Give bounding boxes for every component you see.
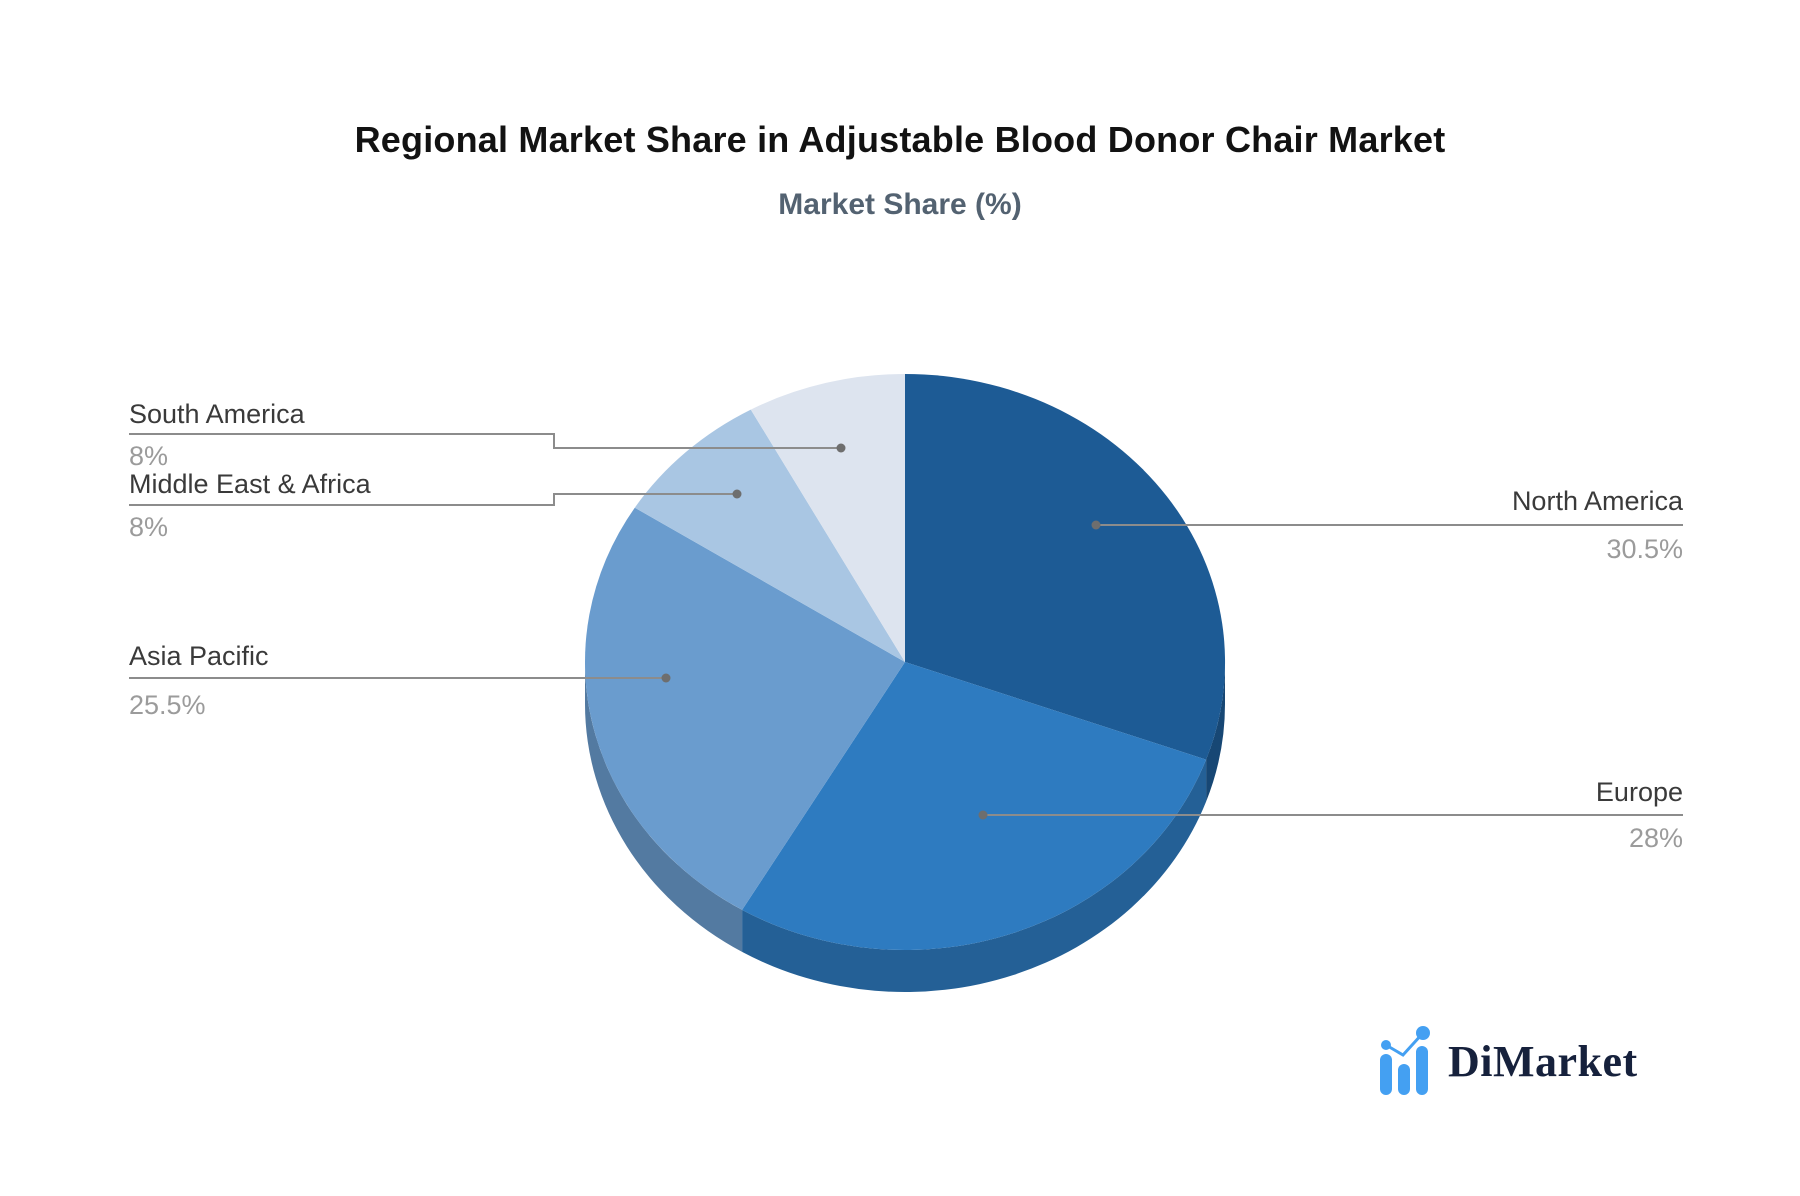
slice-value-asia-pacific: 25.5% [129, 690, 206, 720]
pie-slice-south-america [750, 374, 905, 662]
slice-label-north-america: North America [1511, 486, 1683, 516]
pie-slice-asia-pacific [584, 507, 905, 910]
bar-chart-with-trend-dots-icon [1380, 1026, 1430, 1095]
pie-slice-north-america [905, 373, 1226, 760]
chart-subtitle: Market Share (%) [778, 188, 1022, 221]
logo: DiMarket [1378, 1024, 1638, 1098]
pie-slice-middle-east-africa [634, 409, 905, 662]
slice-value-middle-east-africa: 8% [129, 512, 169, 542]
slice-label-europe: Europe [1595, 777, 1683, 807]
slice-label-asia-pacific: Asia Pacific [129, 641, 269, 671]
leader-line-south-america [129, 433, 841, 449]
logo-text: DiMarket [1448, 1036, 1638, 1086]
leader-dot-asia-pacific [661, 673, 671, 683]
leader-dot-north-america [1091, 520, 1101, 530]
pie-side-europe [742, 759, 1207, 993]
chart-title: Regional Market Share in Adjustable Bloo… [354, 119, 1446, 160]
pie-side-asia-pacific [584, 662, 743, 952]
leader-dot-south-america [836, 443, 846, 453]
slice-value-north-america: 30.5% [1606, 534, 1683, 564]
pie-side-north-america [1206, 662, 1225, 802]
slice-value-europe: 28% [1628, 823, 1683, 853]
leader-dot-middle-east-africa [732, 489, 742, 499]
leader-line-middle-east-africa [129, 493, 737, 506]
slice-value-south-america: 8% [129, 441, 169, 471]
leader-dot-europe [978, 810, 988, 820]
pie-slice-europe [742, 662, 1207, 951]
slice-label-south-america: South America [129, 399, 305, 429]
slice-label-middle-east-africa: Middle East & Africa [129, 469, 371, 499]
